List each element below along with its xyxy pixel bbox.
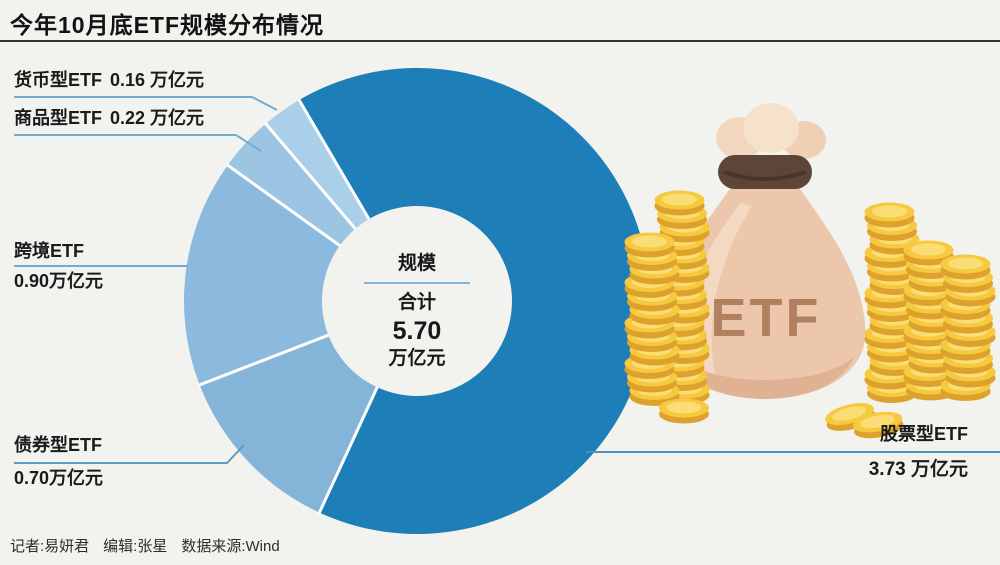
callout-name: 股票型ETF — [880, 424, 968, 444]
callout-name: 商品型ETF — [14, 108, 102, 128]
callout-name: 货币型ETF — [14, 70, 102, 90]
callout-crossborder-etf: 跨境ETF 0.90万亿元 — [14, 239, 103, 293]
callout-stock-etf: 股票型ETF 3.73 万亿元 — [869, 422, 968, 482]
chart-center-label: 规模 合计 5.70 万亿元 — [332, 251, 502, 372]
bag-knot-crease — [723, 170, 807, 181]
bag-etf-label: ETF — [711, 288, 822, 348]
center-total-value: 5.70 — [392, 317, 442, 345]
center-total-text: 合计 — [397, 292, 436, 313]
callout-amount: 0.22 万亿元 — [110, 108, 205, 128]
donut-hole — [322, 206, 512, 396]
gold-coin — [864, 202, 915, 228]
bag-base-fold — [676, 356, 855, 399]
credit-editor: 编辑:张星 — [103, 538, 168, 555]
callout-bond-etf: 债券型ETF 0.70万亿元 — [14, 433, 103, 490]
pie-slice-crossborder — [184, 165, 417, 385]
callout-amount: 0.16 万亿元 — [110, 70, 205, 90]
title-divider — [0, 40, 1000, 42]
callout-name: 债券型ETF — [14, 435, 102, 455]
callout-amount: 3.73 万亿元 — [868, 459, 968, 480]
callout-amount: 0.70万亿元 — [14, 468, 104, 488]
center-scale-text: 规模 — [397, 253, 436, 274]
leader-line-currency — [14, 96, 278, 111]
money-bag: ETF — [663, 103, 866, 399]
callout-commodity-etf: 商品型ETF 0.22 万亿元 — [14, 106, 204, 130]
credit-source: 数据来源:Wind — [181, 538, 280, 555]
callout-amount: 0.90万亿元 — [14, 271, 104, 291]
page-title: 今年10月底ETF规模分布情况 — [10, 12, 325, 38]
gold-coin — [654, 190, 705, 216]
money-bag-illustration: ETF — [624, 103, 996, 442]
center-divider — [364, 282, 470, 284]
center-unit: 万亿元 — [388, 348, 446, 369]
gold-coin — [624, 232, 675, 258]
gold-coin — [659, 398, 709, 424]
credits-line: 记者:易妍君 编辑:张星 数据来源:Wind — [10, 535, 294, 556]
leader-line-bond — [14, 444, 245, 464]
leader-line-commodity — [14, 134, 262, 152]
bag-knot — [718, 155, 812, 189]
callout-name: 跨境ETF — [14, 241, 84, 261]
credit-reporter: 记者:易妍君 — [10, 538, 90, 555]
bag-cloth-puff — [743, 103, 799, 153]
callout-currency-etf: 货币型ETF 0.16 万亿元 — [14, 68, 204, 92]
gold-coin — [940, 254, 991, 280]
bag-body — [663, 186, 866, 399]
